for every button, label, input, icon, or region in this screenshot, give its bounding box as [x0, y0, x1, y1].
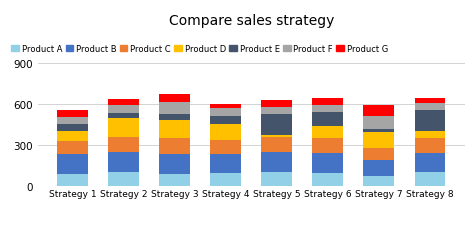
Bar	[262, 115, 292, 136]
Bar	[159, 138, 190, 154]
Bar	[312, 127, 343, 138]
Bar	[210, 109, 241, 116]
Bar	[109, 118, 139, 137]
Bar	[414, 173, 445, 186]
Bar	[312, 106, 343, 113]
Bar	[109, 137, 139, 152]
Bar	[312, 99, 343, 106]
Bar	[159, 102, 190, 115]
Bar	[57, 132, 88, 141]
Bar	[262, 153, 292, 173]
Title: Compare sales strategy: Compare sales strategy	[169, 14, 334, 28]
Bar	[364, 176, 394, 186]
Bar	[159, 94, 190, 102]
Bar	[210, 104, 241, 109]
Bar	[109, 173, 139, 186]
Bar	[364, 116, 394, 130]
Legend: Product A, Product B, Product C, Product D, Product E, Product F, Product G: Product A, Product B, Product C, Product…	[8, 41, 392, 57]
Bar	[364, 148, 394, 160]
Bar	[210, 141, 241, 155]
Bar	[57, 111, 88, 117]
Bar	[57, 155, 88, 174]
Bar	[414, 131, 445, 138]
Bar	[210, 116, 241, 125]
Bar	[414, 111, 445, 131]
Bar	[210, 173, 241, 186]
Bar	[109, 100, 139, 106]
Bar	[109, 114, 139, 118]
Bar	[109, 106, 139, 114]
Bar	[159, 115, 190, 121]
Bar	[210, 155, 241, 173]
Bar	[312, 173, 343, 186]
Bar	[414, 153, 445, 173]
Bar	[312, 113, 343, 127]
Bar	[312, 153, 343, 173]
Bar	[210, 125, 241, 141]
Bar	[57, 124, 88, 132]
Bar	[57, 141, 88, 155]
Bar	[312, 138, 343, 153]
Bar	[262, 136, 292, 138]
Bar	[262, 107, 292, 115]
Bar	[414, 98, 445, 103]
Bar	[414, 138, 445, 153]
Bar	[57, 174, 88, 186]
Bar	[262, 101, 292, 107]
Bar	[159, 121, 190, 138]
Bar	[364, 130, 394, 132]
Bar	[364, 132, 394, 148]
Bar	[262, 173, 292, 186]
Bar	[262, 138, 292, 153]
Bar	[364, 160, 394, 176]
Bar	[414, 103, 445, 111]
Bar	[57, 117, 88, 124]
Bar	[159, 154, 190, 174]
Bar	[109, 152, 139, 173]
Bar	[159, 174, 190, 186]
Bar	[364, 105, 394, 116]
